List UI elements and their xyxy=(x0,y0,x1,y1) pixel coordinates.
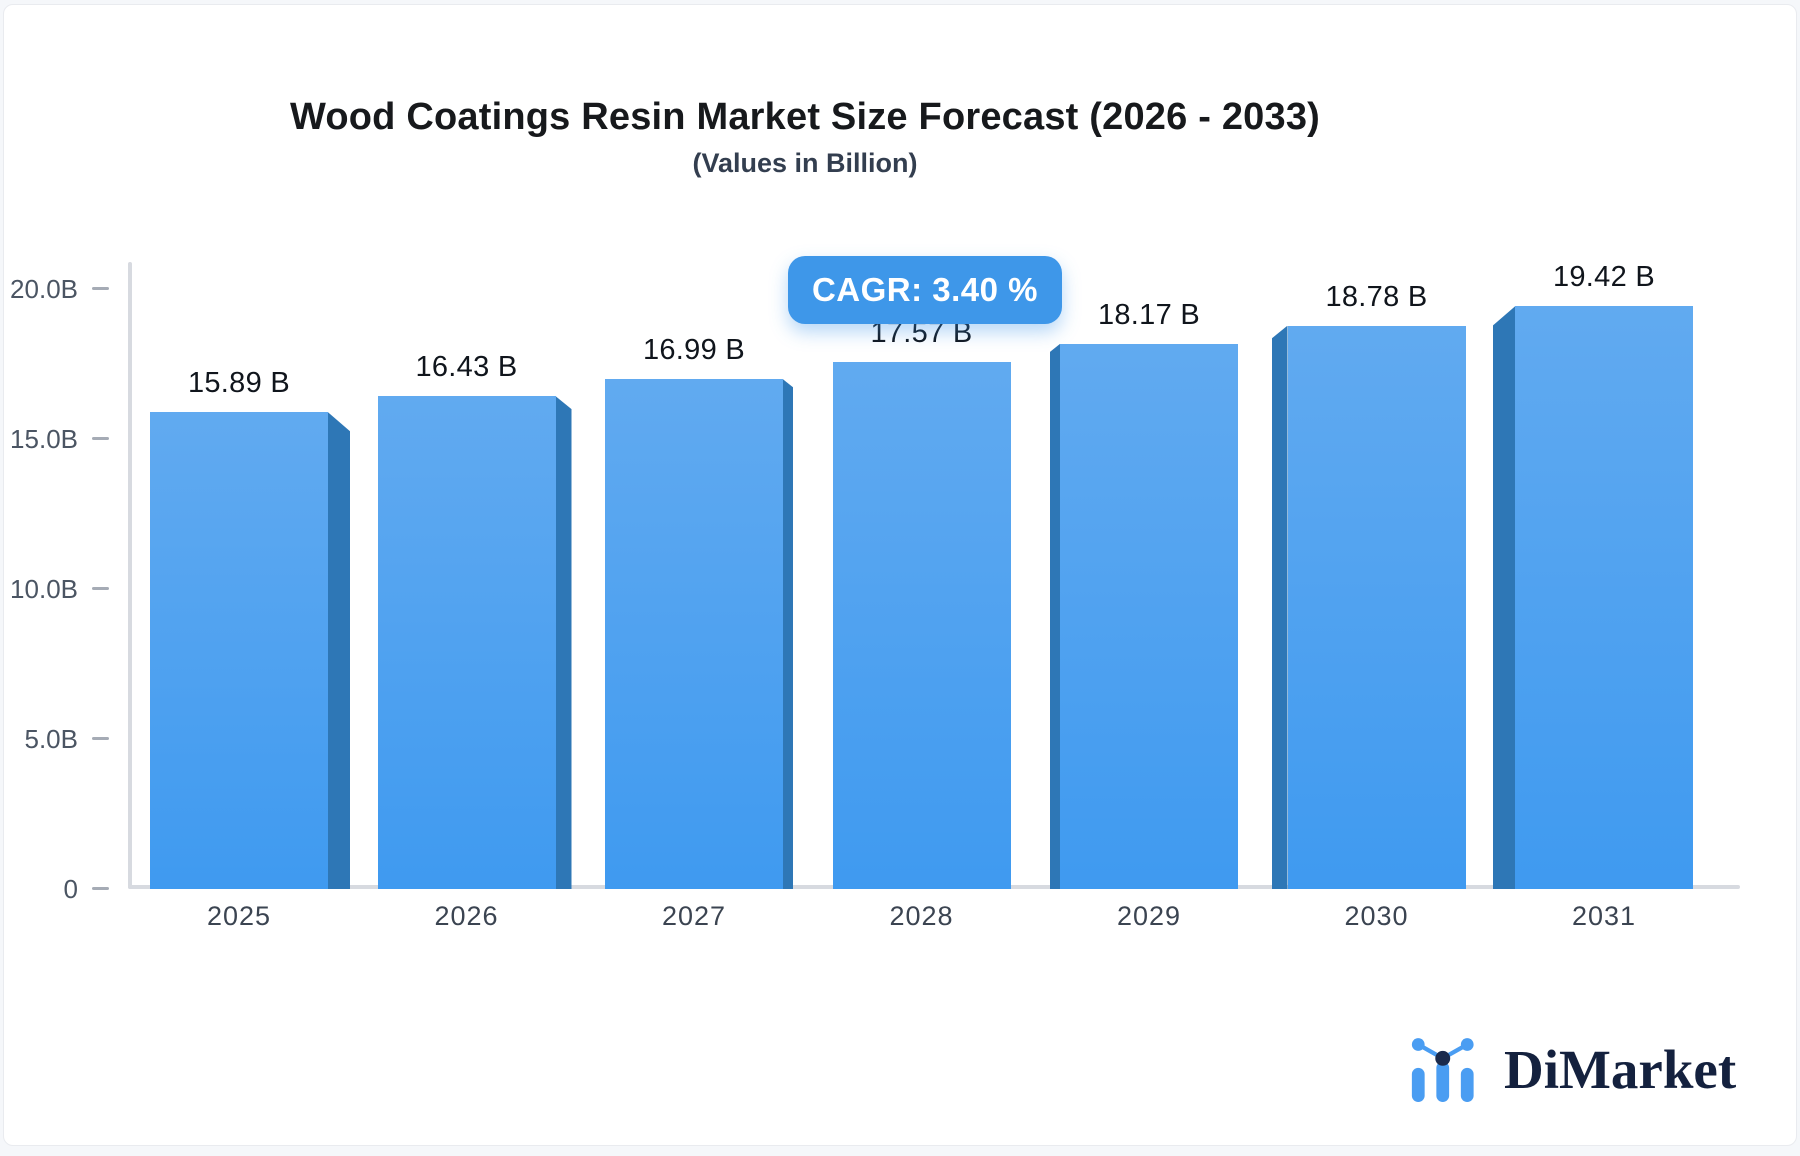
x-axis-label: 2028 xyxy=(889,901,954,931)
x-axis-label: 2027 xyxy=(661,901,727,931)
bar xyxy=(377,396,556,889)
chart-title: Wood Coatings Resin Market Size Forecast… xyxy=(289,96,1321,138)
bar-value-label: 18.78 B xyxy=(1325,280,1428,313)
bar-value-label: 18.17 B xyxy=(1097,298,1201,331)
cagr-badge: CAGR: 3.40 % xyxy=(788,256,1062,324)
y-axis-tick-mark xyxy=(92,287,109,290)
y-axis-tick-label: 15.0B xyxy=(10,424,78,454)
x-axis-label: 2031 xyxy=(1571,901,1637,931)
y-axis-tick-label: 20.0B xyxy=(10,274,78,304)
y-axis-tick-mark xyxy=(92,887,109,890)
bar-side-face xyxy=(1271,325,1288,889)
bar xyxy=(832,361,1011,889)
chart-subtitle: (Values in Billion) xyxy=(692,148,918,178)
y-axis-tick-mark xyxy=(92,737,109,740)
bar-line-chart-icon xyxy=(1411,1038,1474,1102)
y-axis-line xyxy=(128,262,132,889)
bar-side-face xyxy=(1050,343,1060,889)
cagr-badge-label: CAGR: 3.40 % xyxy=(811,271,1039,308)
brand-logo: DiMarket xyxy=(1404,1036,1736,1102)
bar-value-label: 16.43 B xyxy=(415,351,518,384)
y-axis-tick-label: 0 xyxy=(63,874,78,904)
y-axis-tick-mark xyxy=(92,587,109,590)
y-axis-tick-label: 10.0B xyxy=(10,574,78,604)
bar-value-label: 19.42 B xyxy=(1552,261,1656,294)
bar xyxy=(1515,306,1693,889)
bar xyxy=(1060,343,1238,889)
bar-value-label: 15.89 B xyxy=(187,367,291,400)
x-axis-label: 2030 xyxy=(1344,901,1409,931)
bar xyxy=(1287,325,1466,889)
brand-logo-text: DiMarket xyxy=(1504,1038,1737,1100)
bar-side-face xyxy=(328,412,350,889)
y-axis-tick-mark xyxy=(92,437,109,440)
x-axis-label: 2025 xyxy=(206,901,272,931)
x-axis-label: 2029 xyxy=(1116,901,1182,931)
x-axis-label: 2026 xyxy=(434,901,499,931)
bar-value-label: 16.99 B xyxy=(642,334,746,367)
bar-side-face xyxy=(555,396,572,889)
bar xyxy=(605,379,783,889)
y-axis-tick-label: 5.0B xyxy=(24,724,79,754)
bar xyxy=(150,412,328,889)
bar-side-face xyxy=(1493,306,1515,889)
bar-side-face xyxy=(783,379,793,889)
